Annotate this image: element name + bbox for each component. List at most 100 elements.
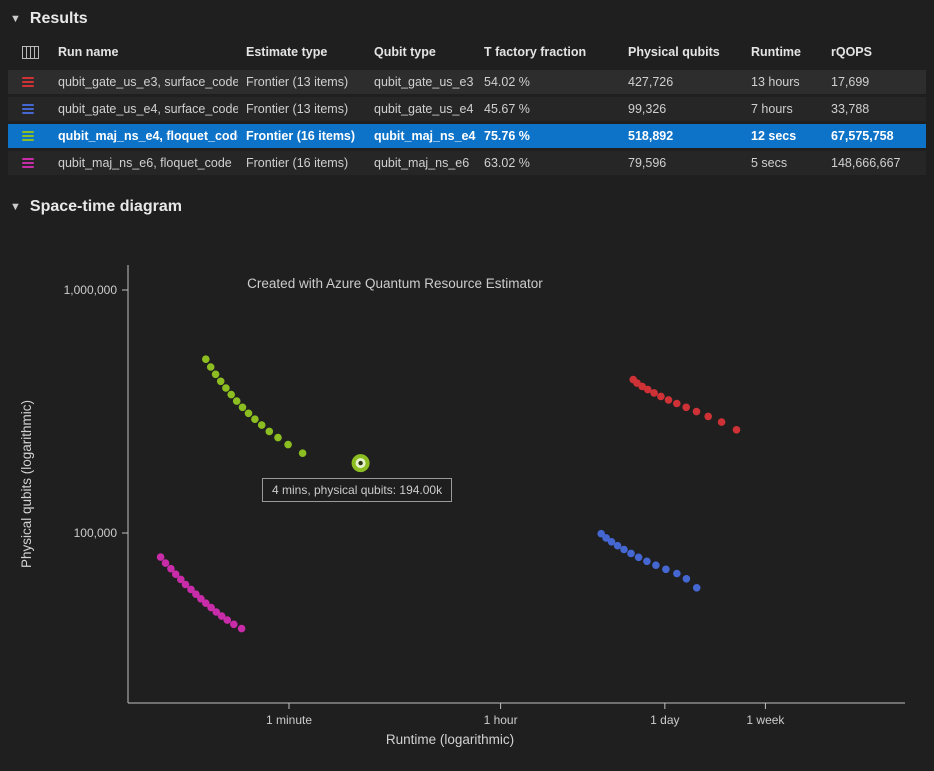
data-point[interactable] [257, 421, 266, 429]
table-row[interactable]: qubit_gate_us_e3, surface_code Frontier … [8, 70, 926, 94]
t-factory-fraction-cell: 75.76 % [484, 129, 530, 143]
data-point[interactable] [197, 595, 205, 603]
data-point[interactable] [650, 389, 658, 397]
data-point[interactable] [238, 403, 247, 412]
runtime-cell: 13 hours [751, 75, 800, 89]
table-row[interactable]: qubit_gate_us_e4, surface_code Frontier … [8, 97, 926, 121]
data-point[interactable] [216, 377, 225, 386]
data-point[interactable] [638, 382, 646, 391]
rqops-cell: 148,666,667 [831, 156, 901, 170]
run-name-cell: qubit_gate_us_e4, surface_code [58, 102, 238, 116]
data-point[interactable] [662, 565, 670, 574]
data-point[interactable] [177, 575, 185, 584]
chart-tooltip-text: 4 mins, physical qubits: 194.00k [272, 483, 443, 497]
data-point[interactable] [692, 407, 701, 416]
data-point[interactable] [202, 599, 210, 607]
data-point[interactable] [620, 545, 628, 554]
data-point[interactable] [222, 384, 230, 392]
data-point[interactable] [227, 390, 235, 399]
physical-qubits-cell: 427,726 [628, 75, 674, 89]
data-point[interactable] [298, 449, 307, 457]
x-tick-label: 1 minute [266, 713, 312, 727]
run-name-cell: qubit_gate_us_e3, surface_code [58, 75, 238, 89]
data-point[interactable] [717, 418, 726, 426]
data-point[interactable] [217, 612, 226, 620]
physical-qubits-cell: 518,892 [628, 129, 674, 143]
data-point[interactable] [192, 590, 200, 598]
data-point[interactable] [265, 427, 274, 436]
highlighted-point-center [358, 460, 363, 466]
col-header-rqops: rQOPS [831, 45, 872, 59]
data-point[interactable] [274, 433, 282, 442]
data-point[interactable] [643, 557, 651, 566]
physical-qubits-cell: 99,326 [628, 102, 667, 116]
data-point[interactable] [634, 553, 643, 562]
spacetime-chart: Created with Azure Quantum Resource Esti… [0, 251, 934, 766]
data-point[interactable] [237, 624, 246, 633]
results-section-header: ▼ Results [0, 0, 934, 32]
data-point[interactable] [673, 399, 681, 408]
data-point[interactable] [251, 415, 259, 423]
series-color-icon [22, 77, 34, 87]
y-tick-label: 1,000,000 [64, 283, 118, 297]
data-point[interactable] [613, 541, 622, 550]
y-tick-label: 100,000 [74, 526, 118, 540]
estimate-type-cell: Frontier (16 items) [246, 156, 349, 170]
data-point[interactable] [682, 575, 691, 583]
data-point[interactable] [206, 363, 215, 371]
data-point[interactable] [704, 412, 712, 421]
results-section-title: Results [29, 10, 88, 27]
data-point[interactable] [187, 585, 195, 594]
data-point[interactable] [202, 355, 210, 363]
data-point[interactable] [732, 426, 741, 434]
data-point[interactable] [230, 620, 238, 629]
x-tick-label: 1 hour [484, 713, 518, 727]
data-point[interactable] [652, 561, 660, 569]
data-point[interactable] [181, 580, 190, 589]
data-point[interactable] [212, 608, 221, 616]
data-point[interactable] [161, 559, 170, 567]
estimate-type-cell: Frontier (16 items) [246, 129, 356, 143]
table-row-selected[interactable]: qubit_maj_ns_e4, floquet_code Frontier (… [8, 124, 926, 148]
estimate-type-cell: Frontier (13 items) [246, 75, 349, 89]
collapse-icon-results[interactable]: ▼ [10, 13, 21, 25]
series-color-icon [22, 104, 34, 114]
t-factory-fraction-cell: 54.02 % [484, 75, 530, 89]
estimate-type-cell: Frontier (13 items) [246, 102, 349, 116]
data-point[interactable] [664, 396, 673, 404]
data-point[interactable] [627, 549, 635, 558]
data-point[interactable] [602, 534, 610, 542]
runtime-cell: 5 secs [751, 156, 788, 170]
data-point[interactable] [673, 569, 681, 578]
col-header-run-name: Run name [58, 45, 119, 59]
data-point[interactable] [692, 584, 701, 592]
data-point[interactable] [223, 616, 232, 624]
qubit-type-cell: qubit_maj_ns_e4 [374, 129, 476, 143]
data-point[interactable] [682, 403, 690, 412]
results-table: Run name Estimate type Qubit type T fact… [8, 38, 926, 175]
table-row[interactable]: qubit_maj_ns_e6, floquet_code Frontier (… [8, 151, 926, 175]
spacetime-chart-svg[interactable]: Created with Azure Quantum Resource Esti… [0, 251, 934, 766]
collapse-icon-spacetime[interactable]: ▼ [10, 201, 21, 213]
data-point[interactable] [644, 385, 652, 394]
data-point[interactable] [156, 553, 165, 561]
data-point[interactable] [171, 570, 180, 578]
physical-qubits-cell: 79,596 [628, 156, 667, 170]
spacetime-section-header: ▼ Space-time diagram [0, 188, 934, 220]
data-point[interactable] [657, 392, 665, 401]
data-point[interactable] [211, 370, 220, 379]
series-color-icon [22, 131, 34, 141]
rqops-cell: 17,699 [831, 75, 870, 89]
data-point[interactable] [207, 603, 215, 612]
table-icon [22, 45, 39, 59]
rqops-cell: 67,575,758 [831, 129, 894, 143]
runtime-cell: 7 hours [751, 102, 793, 116]
data-point[interactable] [167, 564, 175, 573]
data-point[interactable] [284, 440, 292, 449]
chart-title: Created with Azure Quantum Resource Esti… [247, 276, 543, 291]
data-point[interactable] [232, 397, 241, 405]
x-axis-label: Runtime (logarithmic) [386, 732, 514, 747]
data-point[interactable] [607, 538, 616, 546]
data-point[interactable] [244, 409, 253, 418]
chart-tooltip: 4 mins, physical qubits: 194.00k [262, 478, 453, 502]
